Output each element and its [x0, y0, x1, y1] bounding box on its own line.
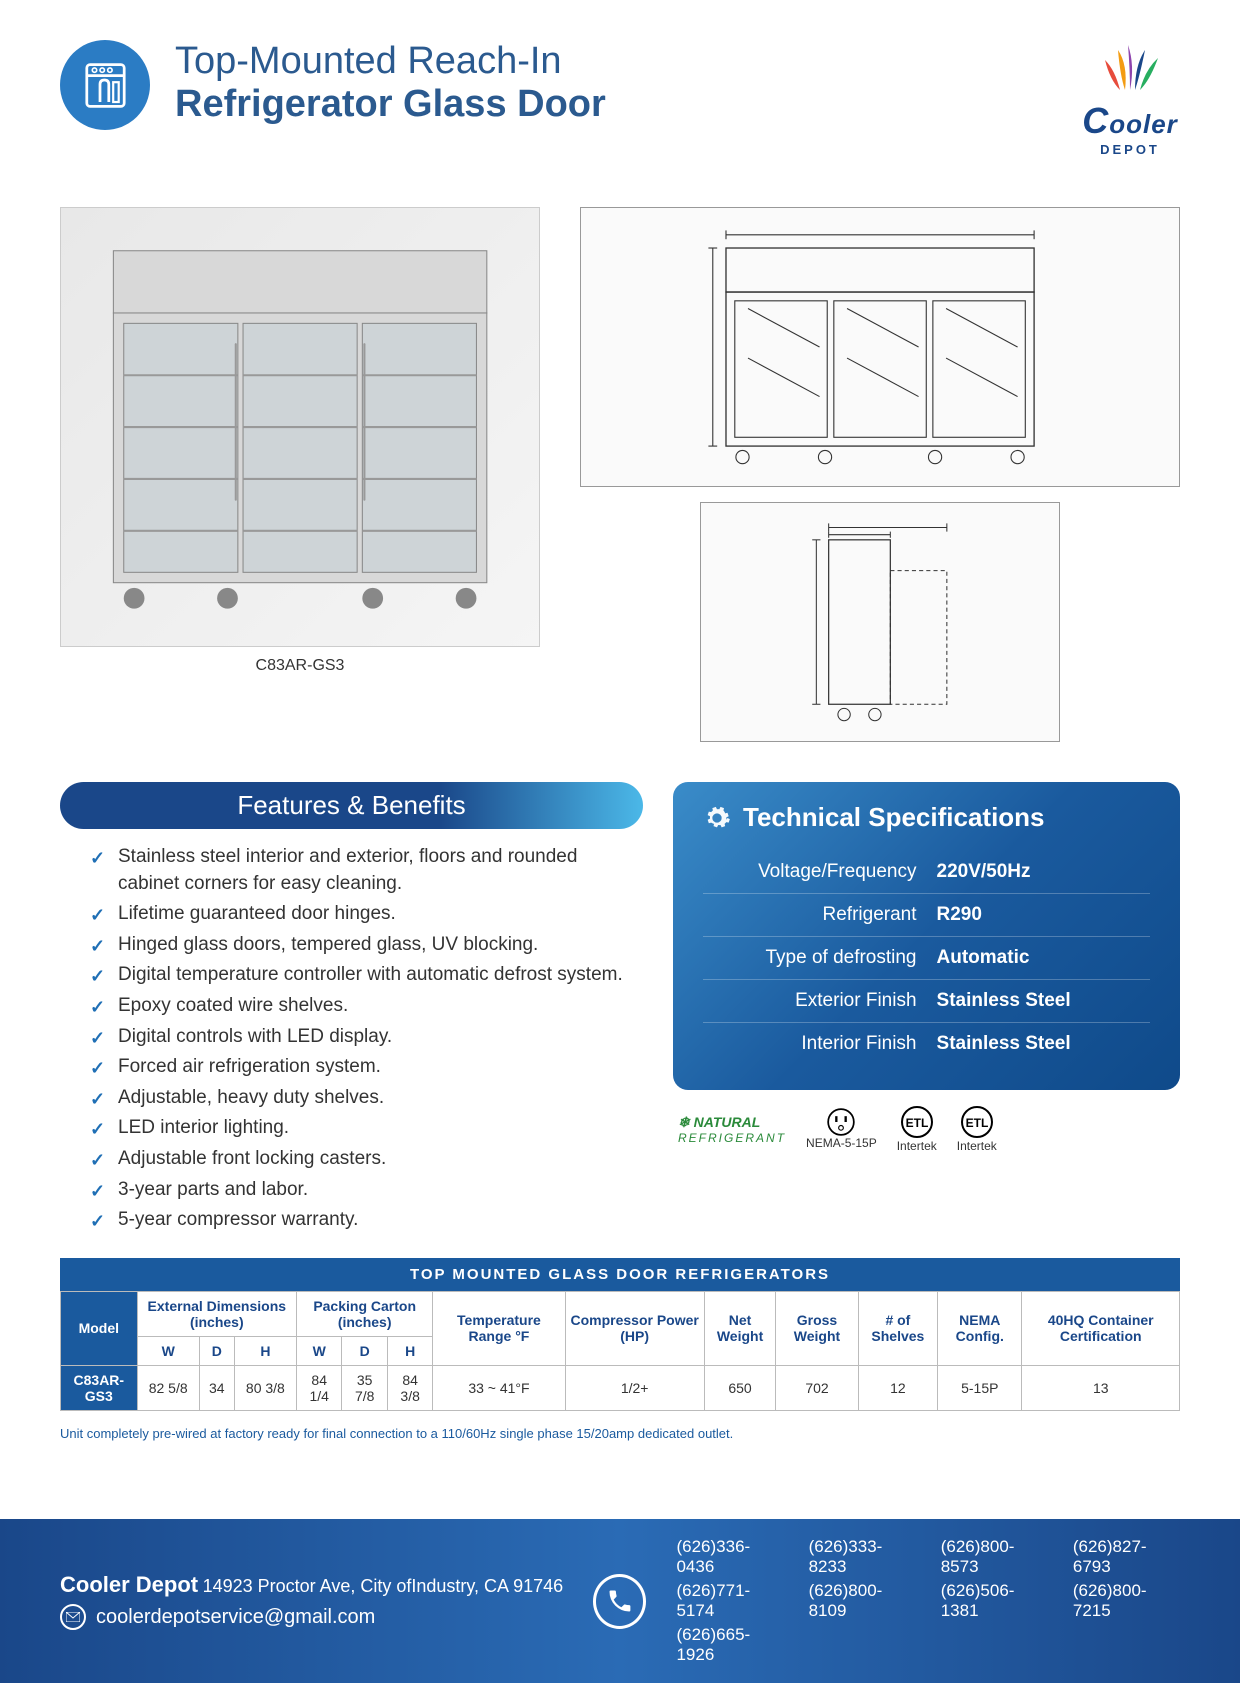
- th-model: Model: [61, 1291, 138, 1365]
- phone-icon: [593, 1574, 646, 1629]
- brand-logo: Cooler DEPOT: [1080, 40, 1180, 157]
- feature-item: LED interior lighting.: [90, 1115, 643, 1142]
- diagrams-box: [580, 207, 1180, 742]
- phones-grid: (626)336-0436 (626)333-8233 (626)800-857…: [676, 1537, 1180, 1665]
- side-diagram: [700, 502, 1060, 742]
- footer: Cooler Depot 14923 Proctor Ave, City ofI…: [0, 1519, 1240, 1683]
- feature-item: 5-year compressor warranty.: [90, 1207, 643, 1234]
- spec-table-wrap: TOP MOUNTED GLASS DOOR REFRIGERATORS Mod…: [60, 1258, 1180, 1411]
- features-header: Features & Benefits: [60, 782, 643, 829]
- footer-company-line: Cooler Depot 14923 Proctor Ave, City ofI…: [60, 1572, 563, 1598]
- etl-badge: ETLIntertek: [897, 1105, 937, 1153]
- specs-box: Technical Specifications Voltage/Frequen…: [673, 782, 1180, 1090]
- title-block: Top-Mounted Reach-In Refrigerator Glass …: [175, 40, 1080, 126]
- header: Top-Mounted Reach-In Refrigerator Glass …: [0, 0, 1240, 177]
- feature-item: Lifetime guaranteed door hinges.: [90, 901, 643, 928]
- footnote: Unit completely pre-wired at factory rea…: [0, 1411, 1240, 1456]
- specs-column: Technical Specifications Voltage/Frequen…: [673, 782, 1180, 1238]
- features-list: Stainless steel interior and exterior, f…: [60, 844, 643, 1234]
- product-photo: [60, 207, 540, 647]
- title-product: Refrigerator Glass Door: [175, 83, 1080, 126]
- phone: (626)336-0436: [676, 1537, 783, 1577]
- etl-badge: ETLIntertek: [957, 1105, 997, 1153]
- feature-item: Digital temperature controller with auto…: [90, 962, 643, 989]
- phone: (626)800-8109: [809, 1581, 916, 1621]
- feature-item: Digital controls with LED display.: [90, 1024, 643, 1051]
- feature-item: 3-year parts and labor.: [90, 1177, 643, 1204]
- table-row: C83AR-GS3 82 5/8 34 80 3/8 84 1/4 35 7/8…: [61, 1365, 1180, 1410]
- logo-subtitle: DEPOT: [1080, 142, 1180, 157]
- phone: (626)827-6793: [1073, 1537, 1180, 1577]
- table-title: TOP MOUNTED GLASS DOOR REFRIGERATORS: [60, 1258, 1180, 1291]
- product-photo-box: C83AR-GS3: [60, 207, 540, 742]
- features-column: Features & Benefits Stainless steel inte…: [60, 782, 643, 1238]
- th-comp: Compressor Power (HP): [565, 1291, 704, 1365]
- svg-text:ETL: ETL: [965, 1116, 988, 1130]
- title-category: Top-Mounted Reach-In: [175, 40, 1080, 83]
- phone: (626)800-7215: [1073, 1581, 1180, 1621]
- th-gross: Gross Weight: [776, 1291, 858, 1365]
- phone: (626)665-1926: [676, 1625, 783, 1665]
- email-icon: [60, 1604, 86, 1630]
- phone: (626)506-1381: [941, 1581, 1048, 1621]
- spec-row: Type of defrostingAutomatic: [703, 937, 1150, 980]
- spec-row: RefrigerantR290: [703, 894, 1150, 937]
- th-ext-dim: External Dimensions (inches): [137, 1291, 296, 1336]
- mid-section: Features & Benefits Stainless steel inte…: [0, 772, 1240, 1258]
- nema-badge: NEMA-5-15P: [806, 1108, 877, 1150]
- th-shelves: # of Shelves: [858, 1291, 937, 1365]
- specs-title: Technical Specifications: [703, 802, 1150, 833]
- th-pack: Packing Carton (inches): [296, 1291, 432, 1336]
- certifications-row: ❄ NATURALREFRIGERANT NEMA-5-15P ETLInter…: [673, 1090, 1180, 1168]
- phone: (626)800-8573: [941, 1537, 1048, 1577]
- feature-item: Stainless steel interior and exterior, f…: [90, 844, 643, 897]
- logo-text: Cooler: [1080, 100, 1180, 142]
- spec-row: Voltage/Frequency220V/50Hz: [703, 851, 1150, 894]
- th-container: 40HQ Container Certification: [1022, 1291, 1180, 1365]
- images-row: C83AR-GS3: [0, 177, 1240, 772]
- front-diagram: [580, 207, 1180, 487]
- gear-icon: [703, 804, 731, 832]
- feature-item: Adjustable, heavy duty shelves.: [90, 1085, 643, 1112]
- feature-item: Hinged glass doors, tempered glass, UV b…: [90, 932, 643, 959]
- th-nema: NEMA Config.: [938, 1291, 1022, 1365]
- natural-refrigerant-badge: ❄ NATURALREFRIGERANT: [678, 1114, 786, 1145]
- feature-item: Epoxy coated wire shelves.: [90, 993, 643, 1020]
- phone: (626)771-5174: [676, 1581, 783, 1621]
- spec-table: Model External Dimensions (inches) Packi…: [60, 1291, 1180, 1411]
- feature-item: Forced air refrigeration system.: [90, 1054, 643, 1081]
- fridge-icon: [60, 40, 150, 130]
- footer-email: coolerdepotservice@gmail.com: [60, 1604, 563, 1630]
- spec-row: Interior FinishStainless Steel: [703, 1023, 1150, 1065]
- feature-item: Adjustable front locking casters.: [90, 1146, 643, 1173]
- phone: (626)333-8233: [809, 1537, 916, 1577]
- footer-left: Cooler Depot 14923 Proctor Ave, City ofI…: [60, 1572, 563, 1630]
- product-caption: C83AR-GS3: [60, 657, 540, 675]
- spec-row: Exterior FinishStainless Steel: [703, 980, 1150, 1023]
- svg-text:ETL: ETL: [905, 1116, 928, 1130]
- th-temp: Temperature Range °F: [433, 1291, 565, 1365]
- th-net: Net Weight: [704, 1291, 776, 1365]
